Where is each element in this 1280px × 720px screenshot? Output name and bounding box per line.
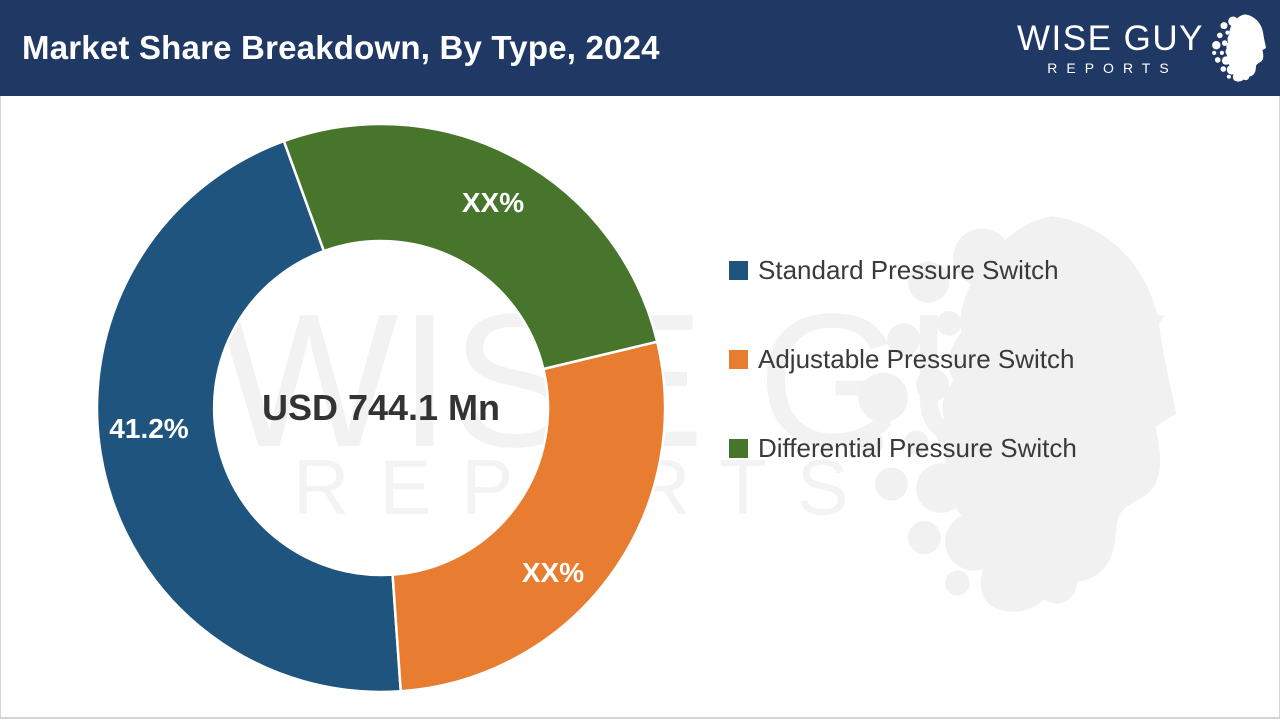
segment-value-label-2: XX% — [462, 187, 524, 218]
segment-value-label-0: 41.2% — [109, 413, 188, 444]
legend-label-standard: Standard Pressure Switch — [758, 255, 1059, 285]
legend-swatch-standard — [729, 261, 748, 280]
chart-legend: Standard Pressure Switch Adjustable Pres… — [729, 255, 1077, 464]
logo-subtitle: REPORTS — [1047, 60, 1178, 77]
legend-label-differential: Differential Pressure Switch — [758, 433, 1077, 463]
legend-swatch-adjustable — [729, 350, 748, 369]
donut-chart: 41.2% XX% XX% — [95, 122, 667, 694]
chart-canvas: WISE GUY REPORTS 41.2%XX%XX% USD 744.1 M… — [0, 96, 1280, 719]
donut-segment-1 — [391, 340, 667, 693]
segment-value-label-1: XX% — [522, 557, 584, 588]
donut-segment-0 — [95, 139, 403, 694]
donut-center-value: USD 744.1 Mn — [261, 387, 501, 428]
legend-item-adjustable: Adjustable Pressure Switch — [729, 344, 1077, 375]
logo-text: WISE GUY REPORTS — [1016, 18, 1204, 77]
legend-item-differential: Differential Pressure Switch — [729, 433, 1077, 464]
legend-item-standard: Standard Pressure Switch — [729, 255, 1077, 286]
header-bar: Market Share Breakdown, By Type, 2024 WI… — [0, 0, 1280, 96]
legend-swatch-differential — [729, 439, 748, 458]
head-dots-icon — [1212, 14, 1266, 82]
page-title: Market Share Breakdown, By Type, 2024 — [22, 29, 660, 66]
donut-segment-2 — [282, 122, 659, 371]
legend-label-adjustable: Adjustable Pressure Switch — [758, 344, 1075, 374]
wise-guy-logo: WISE GUY REPORTS — [1017, 8, 1266, 88]
logo-wordmark: WISE GUY — [1016, 18, 1204, 58]
